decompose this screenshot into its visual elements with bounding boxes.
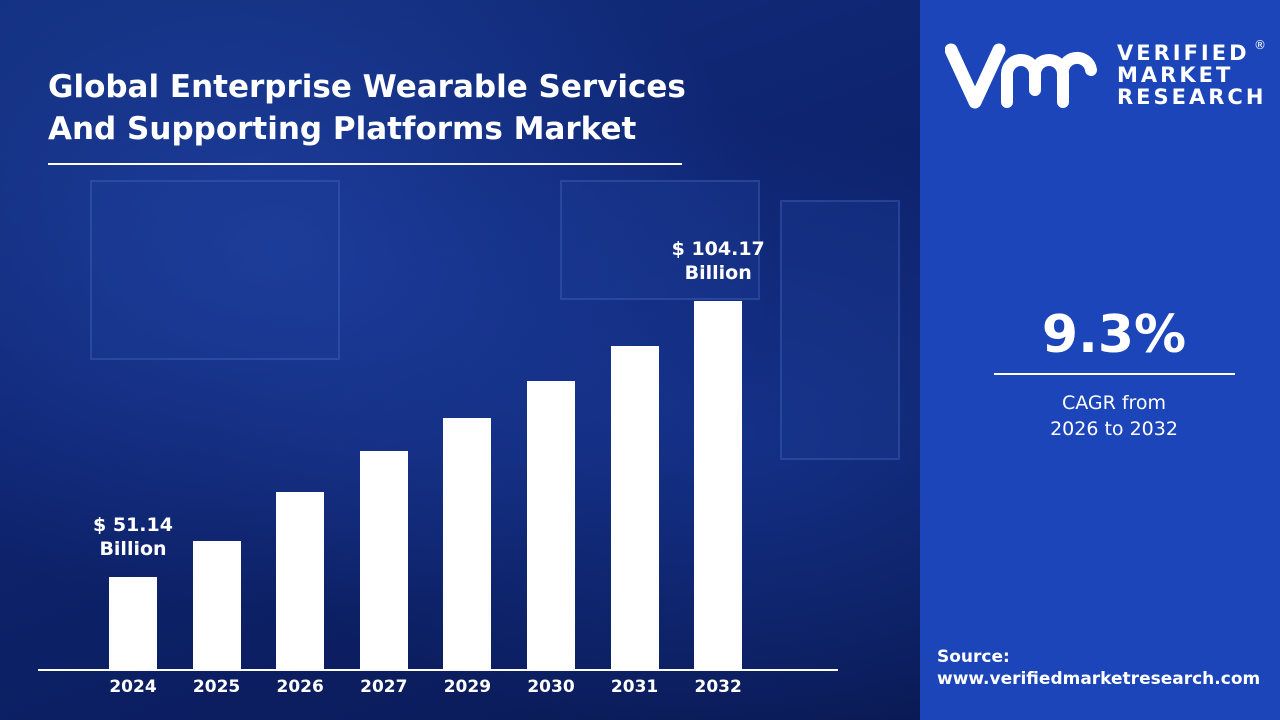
circuit-decoration [90,180,340,360]
title-underline [48,163,682,165]
x-tick-2025: 2025 [192,677,241,697]
x-tick-2030: 2030 [527,677,575,697]
cagr-divider [994,373,1235,375]
data-label-2032: $ 104.17 Billion [648,237,788,285]
x-tick-2026: 2026 [276,677,324,697]
data-label-line1: $ 51.14 [93,513,173,536]
registered-mark: ® [1254,38,1266,52]
data-label-line2: Billion [684,261,752,284]
title-line-2: And Supporting Platforms Market [48,111,637,147]
bar-2030 [527,380,575,669]
data-label-2024: $ 51.14 Billion [63,513,203,561]
bar-2031 [610,346,659,669]
x-tick-2032: 2032 [694,677,742,697]
logo-line-3: RESEARCH [1117,85,1267,109]
bar-2024 [109,576,157,669]
vmr-logo-icon [945,43,1097,109]
cagr-label-line-2: 2026 to 2032 [1050,418,1178,440]
bar-2025 [192,540,241,669]
cagr-label-line-1: CAGR from [1061,392,1167,414]
source: Source: www.verifiedmarketresearch.com [937,646,1260,690]
x-tick-2029: 2029 [443,677,492,697]
cagr-label: CAGR from 2026 to 2032 [994,390,1234,442]
title-line-1: Global Enterprise Wearable Services [48,69,686,105]
bar-2032 [694,300,743,669]
logo-text: VERIFIED MARKET RESEARCH [1117,42,1266,108]
data-label-line1: $ 104.17 [671,237,765,260]
logo-line-2: MARKET [1117,63,1234,87]
side-panel [920,0,1280,720]
chart-title: Global Enterprise Wearable Services And … [48,66,808,150]
source-label: Source: [937,647,1010,667]
logo-line-1: VERIFIED [1117,41,1250,65]
bar-2029 [443,417,492,669]
circuit-decoration [780,200,900,460]
circuit-decoration [560,180,760,300]
bar-2027 [359,451,408,669]
cagr-value: 9.3% [1041,305,1187,365]
x-axis-line [38,669,838,671]
bar-2026 [276,491,325,669]
x-tick-2024: 2024 [109,677,157,697]
source-url[interactable]: www.verifiedmarketresearch.com [937,669,1261,689]
x-tick-2027: 2027 [360,677,408,697]
x-tick-2031: 2031 [610,677,659,697]
data-label-line2: Billion [99,537,167,560]
